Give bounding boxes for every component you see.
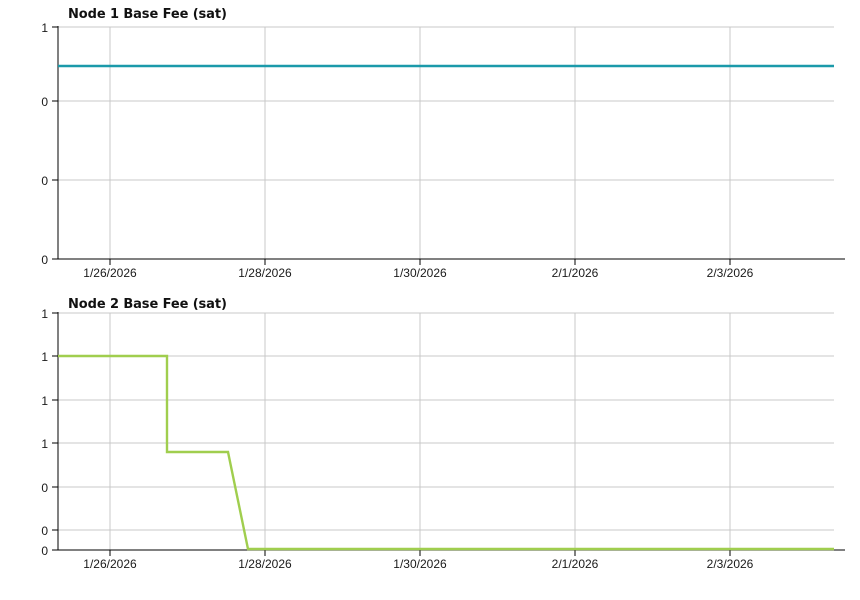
chart-2-ytick-label: 1 bbox=[41, 394, 48, 408]
chart-2-xtick-label: 1/30/2026 bbox=[393, 557, 447, 571]
chart-1-title: Node 1 Base Fee (sat) bbox=[68, 7, 227, 22]
chart-1-ytick-label: 0 bbox=[41, 174, 48, 188]
chart-2-ytick-label: 0 bbox=[41, 481, 48, 495]
chart-2-ytick-label: 1 bbox=[41, 350, 48, 364]
chart-2-ytick-label: 1 bbox=[41, 437, 48, 451]
chart-1-ytick-label: 1 bbox=[41, 21, 48, 35]
chart-1-xtick-label: 2/3/2026 bbox=[707, 266, 754, 280]
chart-2-title: Node 2 Base Fee (sat) bbox=[68, 297, 227, 312]
chart-panel-node-2: Node 2 Base Fee (sat) bbox=[0, 290, 860, 600]
chart-1-plot: 1 0 0 0 1/26/2026 1/28/2026 1/30/2026 2/… bbox=[41, 21, 845, 280]
chart-2-xtick-label: 2/1/2026 bbox=[552, 557, 599, 571]
chart-2-xtick-label: 2/3/2026 bbox=[707, 557, 754, 571]
chart-2-xtick-label: 1/28/2026 bbox=[238, 557, 292, 571]
chart-2-plot: 1 1 1 1 0 0 0 1/26/2026 1/28/2026 1/30/2… bbox=[41, 307, 845, 571]
chart-2-xtick-label: 1/26/2026 bbox=[83, 557, 137, 571]
chart-panel-node-1: Node 1 Base Fee (sat) 1 0 0 bbox=[0, 0, 860, 290]
chart-2-ytick-label: 0 bbox=[41, 524, 48, 538]
chart-1-ytick-label: 0 bbox=[41, 95, 48, 109]
chart-1-xtick-label: 1/26/2026 bbox=[83, 266, 137, 280]
chart-1-xtick-label: 1/28/2026 bbox=[238, 266, 292, 280]
chart-2-ytick-label: 1 bbox=[41, 307, 48, 321]
chart-2-ytick-label: 0 bbox=[41, 544, 48, 558]
chart-1-xtick-label: 2/1/2026 bbox=[552, 266, 599, 280]
chart-2-series-line bbox=[58, 354, 834, 551]
chart-1-ytick-label: 0 bbox=[41, 253, 48, 267]
chart-1-xtick-label: 1/30/2026 bbox=[393, 266, 447, 280]
